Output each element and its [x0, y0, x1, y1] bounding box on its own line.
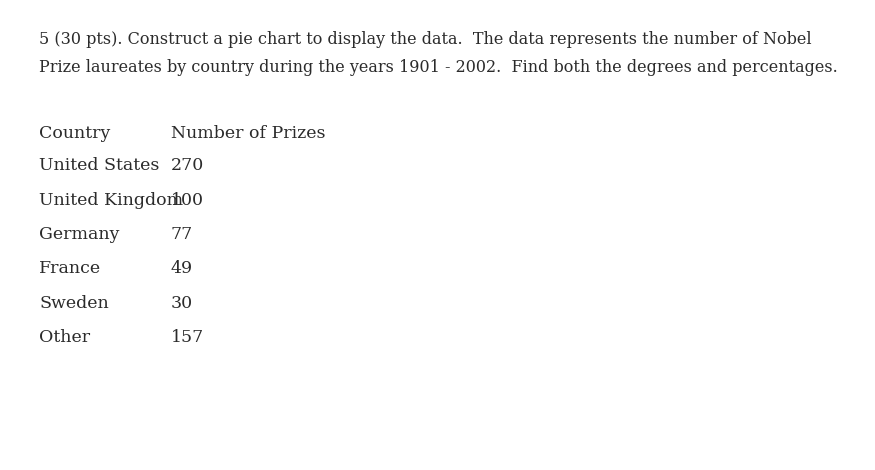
Text: France: France [39, 260, 102, 277]
Text: Country: Country [39, 125, 111, 141]
Text: Prize laureates by country during the years 1901 - 2002.  Find both the degrees : Prize laureates by country during the ye… [39, 59, 838, 76]
Text: 77: 77 [171, 226, 192, 243]
Text: 49: 49 [171, 260, 192, 277]
Text: United Kingdom: United Kingdom [39, 192, 184, 209]
Text: 30: 30 [171, 295, 192, 312]
Text: Sweden: Sweden [39, 295, 109, 312]
Text: 100: 100 [171, 192, 204, 209]
Text: 270: 270 [171, 157, 204, 174]
Text: 5 (30 pts). Construct a pie chart to display the data.  The data represents the : 5 (30 pts). Construct a pie chart to dis… [39, 31, 812, 47]
Text: Germany: Germany [39, 226, 120, 243]
Text: Other: Other [39, 329, 90, 346]
Text: 157: 157 [171, 329, 204, 346]
Text: United States: United States [39, 157, 160, 174]
Text: Number of Prizes: Number of Prizes [171, 125, 326, 141]
